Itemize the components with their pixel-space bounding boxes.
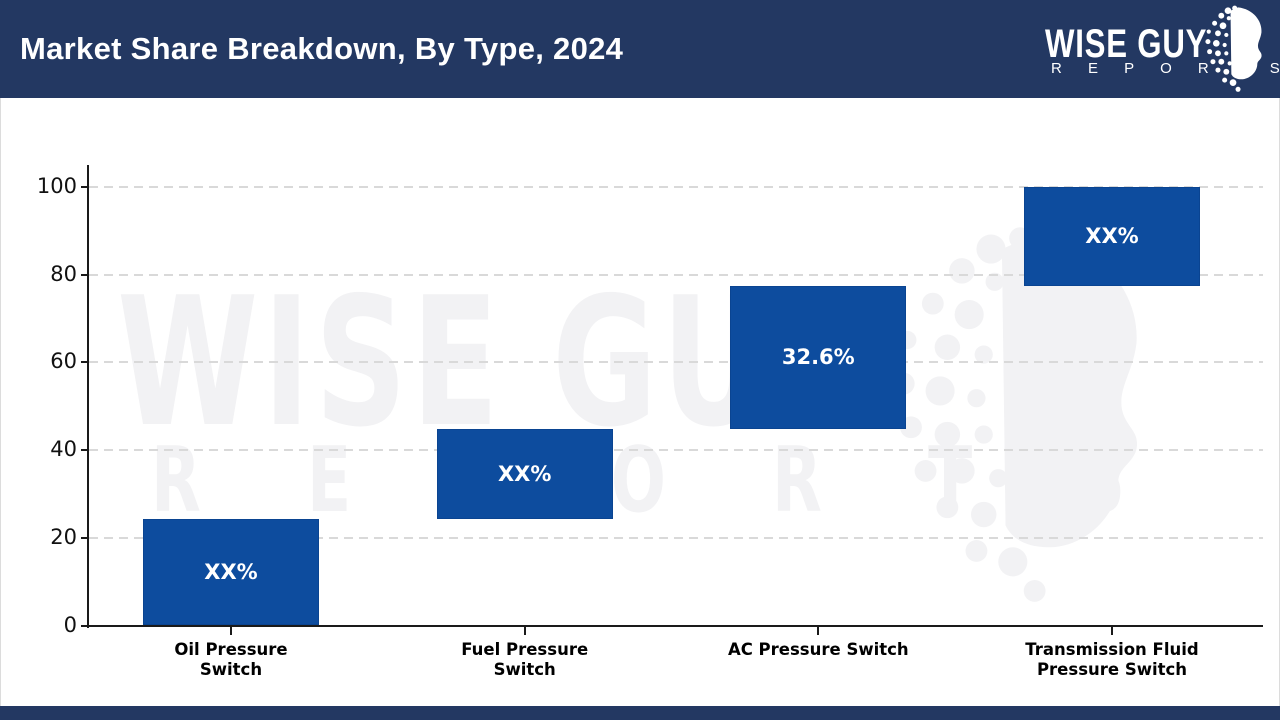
bar-value-label: 32.6%	[781, 345, 855, 370]
footer-bar	[0, 706, 1280, 720]
gridline	[89, 273, 1263, 276]
header-bar: Market Share Breakdown, By Type, 2024 WI…	[0, 0, 1280, 98]
y-axis-tick	[81, 186, 89, 188]
x-axis-tick	[523, 626, 526, 635]
y-axis-tick	[81, 361, 89, 364]
x-axis-tick	[1111, 626, 1113, 635]
chart-area: WISE GUY R E P O R T S 0 20 40 60 80 100 XX% Oi…	[0, 98, 1280, 706]
x-axis-tick	[230, 626, 232, 635]
y-axis-tick-label: 100	[36, 174, 77, 198]
chart-title: Market Share Breakdown, By Type, 2024	[20, 31, 624, 66]
gridline	[89, 186, 1263, 188]
x-axis-tick	[817, 626, 820, 635]
bar: XX%	[436, 428, 613, 519]
gridline	[89, 536, 1263, 539]
y-axis-tick	[81, 624, 89, 627]
brand-logo-wordmark: WISE GUY	[1045, 22, 1208, 66]
gridline	[89, 449, 1263, 452]
y-axis-tick	[81, 273, 89, 276]
brand-logo: WISE GUY R E P O R T S	[1005, 0, 1280, 98]
x-axis-category-label: Transmission Fluid Pressure Switch	[1025, 639, 1199, 679]
y-axis-tick-label: 40	[50, 437, 77, 462]
gridline	[89, 361, 1263, 364]
y-axis-tick	[81, 449, 89, 452]
bar: XX%	[143, 518, 319, 626]
x-axis-category-label: Oil Pressure Switch	[174, 639, 288, 679]
y-axis-tick	[81, 536, 89, 539]
x-axis-category-label: Fuel Pressure Switch	[461, 639, 589, 679]
y-axis-tick-label: 0	[63, 612, 77, 637]
x-axis-line	[87, 624, 1263, 627]
bar-value-label: XX%	[1085, 224, 1139, 249]
y-axis-tick-label: 20	[50, 524, 77, 549]
x-axis-category-label: AC Pressure Switch	[727, 639, 909, 659]
y-axis-line	[87, 165, 89, 628]
y-axis-tick-label: 60	[50, 349, 77, 374]
brand-face-icon	[1205, 5, 1262, 92]
y-axis-tick-label: 80	[50, 261, 77, 286]
bar: XX%	[1024, 187, 1200, 286]
bar-value-label: XX%	[497, 461, 552, 486]
bar-value-label: XX%	[204, 559, 258, 584]
bar: 32.6%	[730, 285, 907, 429]
